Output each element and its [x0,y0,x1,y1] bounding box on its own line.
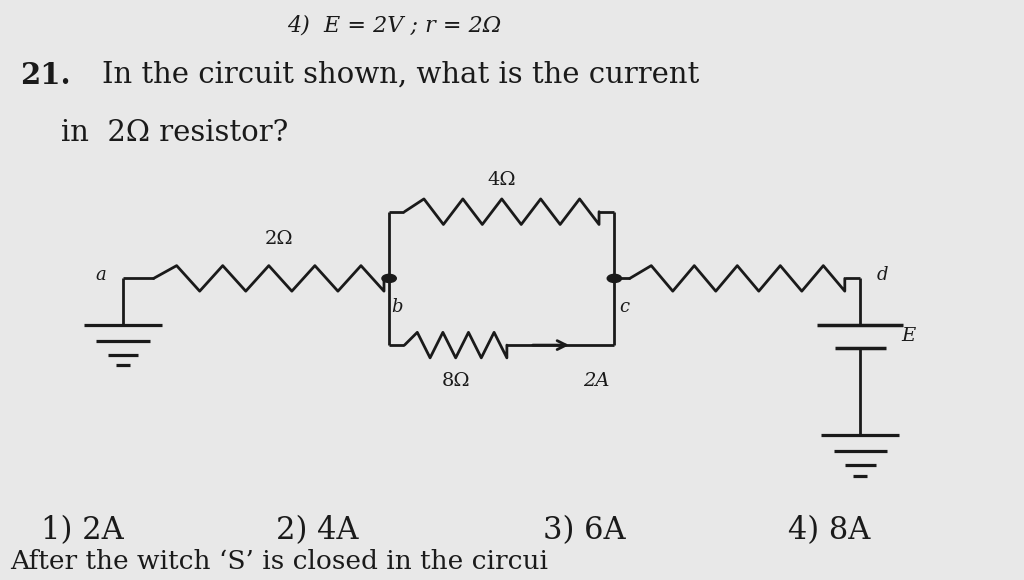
Circle shape [382,274,396,282]
Text: 4)  E = 2V ; r = 2Ω: 4) E = 2V ; r = 2Ω [287,14,501,37]
Text: 1) 2A: 1) 2A [41,515,124,546]
Text: 3) 6A: 3) 6A [543,515,626,546]
Text: 4Ω: 4Ω [487,171,516,189]
Text: 8Ω: 8Ω [441,372,470,390]
Text: After the witch ‘S’ is closed in the circui: After the witch ‘S’ is closed in the cir… [10,549,548,574]
Text: a: a [95,266,105,285]
Text: in  2Ω resistor?: in 2Ω resistor? [61,119,289,147]
Text: 2A: 2A [584,372,609,390]
Text: 21.: 21. [20,61,71,90]
Text: d: d [877,266,889,285]
Text: 4) 8A: 4) 8A [788,515,870,546]
Text: c: c [620,298,630,317]
Text: E: E [901,327,915,346]
Text: In the circuit shown, what is the current: In the circuit shown, what is the curren… [102,61,699,89]
Circle shape [607,274,622,282]
Text: b: b [391,298,403,317]
Text: 2) 4A: 2) 4A [276,515,359,546]
Text: 2Ω: 2Ω [265,230,293,248]
